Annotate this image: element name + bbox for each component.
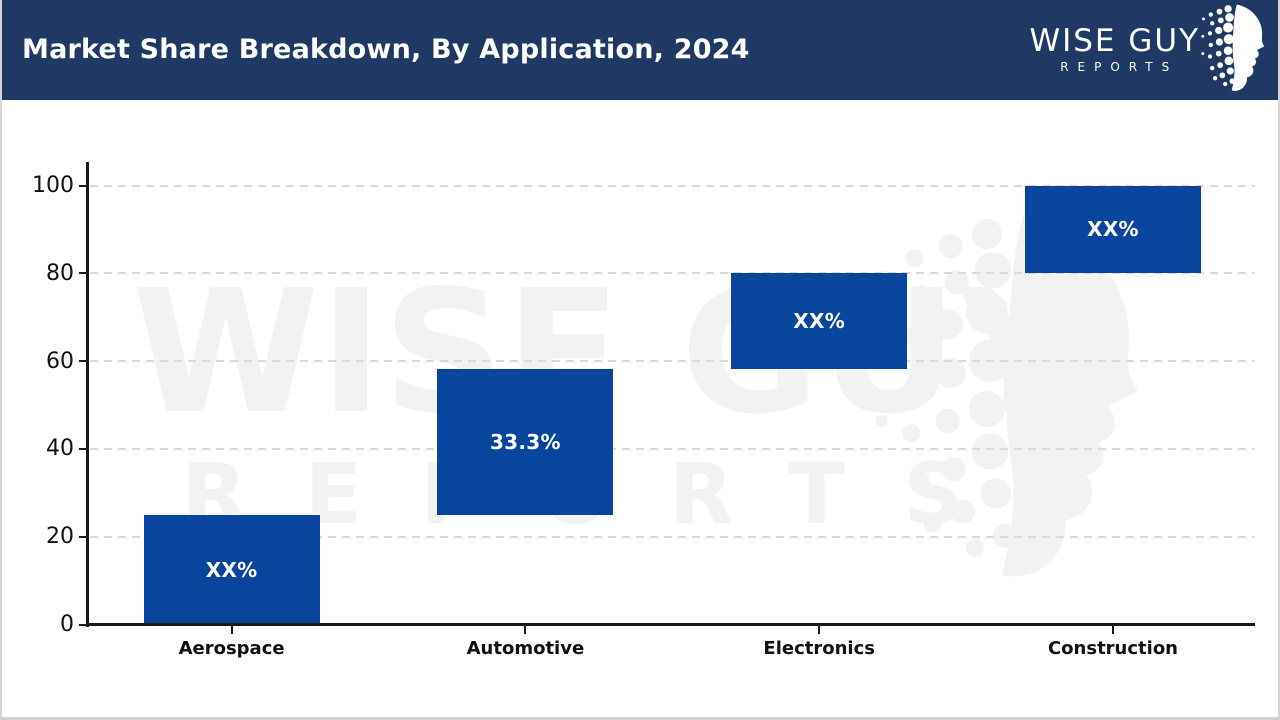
logo-text: WISE GUY REPORTS bbox=[1029, 23, 1200, 75]
bar-aerospace: XX% bbox=[143, 514, 320, 625]
x-tick-construction bbox=[1112, 625, 1114, 634]
y-tick-label-80: 80 bbox=[46, 260, 74, 286]
logo-wordmark: WISE GUY bbox=[1029, 23, 1200, 59]
bar-value-label: XX% bbox=[793, 308, 846, 333]
y-axis-line bbox=[86, 162, 89, 627]
wiseguy-logo: WISE GUY REPORTS bbox=[1029, 3, 1268, 97]
logo-subtext: REPORTS bbox=[1060, 60, 1179, 74]
x-tick-automotive bbox=[524, 625, 527, 634]
y-tick-0 bbox=[79, 623, 88, 626]
gridline-20 bbox=[90, 535, 1255, 538]
gridline-60 bbox=[90, 360, 1255, 363]
x-tick-aerospace bbox=[230, 625, 233, 634]
y-tick-100 bbox=[79, 184, 88, 187]
gridline-80 bbox=[90, 272, 1255, 275]
logo-face-icon bbox=[1194, 3, 1268, 97]
y-tick-80 bbox=[79, 272, 88, 275]
y-tick-60 bbox=[79, 360, 88, 363]
x-axis-label-construction: Construction bbox=[1047, 638, 1178, 659]
gridline-40 bbox=[90, 447, 1255, 450]
bar-construction: XX% bbox=[1025, 185, 1201, 274]
gridline-100 bbox=[90, 184, 1255, 187]
y-tick-label-0: 0 bbox=[60, 612, 74, 637]
bar-electronics: XX% bbox=[731, 273, 908, 369]
bar-automotive: 33.3% bbox=[437, 368, 614, 515]
y-tick-label-20: 20 bbox=[46, 524, 74, 550]
y-tick-20 bbox=[79, 535, 88, 538]
header: Market Share Breakdown, By Application, … bbox=[2, 0, 1278, 100]
x-axis-label-automotive: Automotive bbox=[466, 638, 585, 659]
y-tick-label-100: 100 bbox=[32, 173, 74, 198]
bar-value-label: XX% bbox=[1087, 217, 1139, 242]
bar-value-label: 33.3% bbox=[489, 429, 561, 454]
x-axis-label-aerospace: Aerospace bbox=[178, 638, 285, 659]
y-tick-label-60: 60 bbox=[46, 348, 74, 374]
x-axis-line bbox=[86, 623, 1255, 626]
chart-title: Market Share Breakdown, By Application, … bbox=[22, 34, 750, 66]
y-tick-label-40: 40 bbox=[46, 436, 74, 462]
x-tick-electronics bbox=[818, 625, 821, 634]
x-axis-label-electronics: Electronics bbox=[763, 638, 875, 659]
y-tick-40 bbox=[79, 447, 88, 450]
bar-value-label: XX% bbox=[205, 557, 258, 582]
